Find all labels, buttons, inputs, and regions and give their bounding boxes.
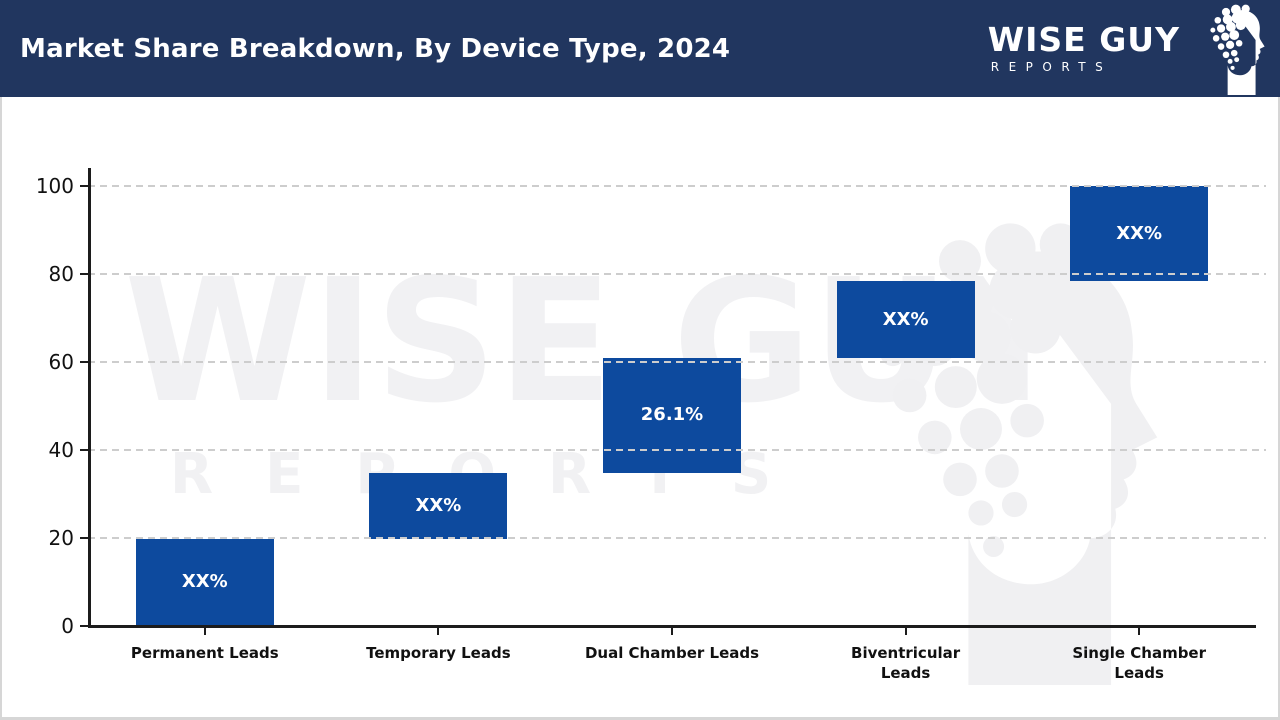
x-axis-line	[88, 625, 1256, 628]
x-tick-label: Single Chamber Leads	[1072, 644, 1207, 683]
gridline	[88, 361, 1266, 363]
x-tick-label: Biventricular Leads	[851, 644, 961, 683]
bar-chart: 0 20 40 60 80 100 XX% Permanent Leads XX% Tempora…	[2, 97, 1280, 720]
x-tick-label: Temporary Leads	[366, 644, 511, 662]
brand-subtitle: REPORTS	[990, 60, 1113, 74]
y-tick-label: 60	[48, 350, 74, 374]
brand-face-icon	[1210, 4, 1265, 95]
y-tick-label: 100	[35, 174, 74, 198]
y-tick-mark	[80, 185, 88, 187]
y-tick-label: 0	[61, 614, 74, 638]
bar	[836, 281, 975, 359]
y-tick-mark	[80, 537, 88, 539]
y-tick-label: 40	[48, 438, 74, 462]
brand-wordmark: WISE GUY REPORTS	[988, 23, 1180, 74]
brand-logo: WISE GUY REPORTS	[988, 3, 1270, 95]
header-bar: Market Share Breakdown, By Device Type, …	[0, 0, 1280, 97]
bar	[369, 472, 508, 539]
bar-value-label: XX%	[181, 571, 228, 593]
x-tick-mark	[671, 626, 673, 635]
y-axis-line	[88, 168, 91, 628]
x-tick-mark	[1138, 626, 1141, 635]
bar-value-label: 26.1%	[640, 404, 704, 426]
report-title: Market Share Breakdown, By Device Type, …	[20, 33, 731, 64]
x-tick-label: Dual Chamber Leads	[584, 644, 760, 662]
y-tick-mark	[80, 449, 88, 451]
bar-value-label: XX%	[1116, 222, 1163, 244]
y-tick-label: 80	[48, 262, 74, 286]
gridline	[88, 185, 1266, 187]
gridline	[88, 449, 1266, 451]
y-tick-mark	[80, 273, 88, 275]
x-tick-mark	[904, 626, 907, 635]
y-tick-label: 20	[48, 526, 74, 550]
x-tick-mark	[203, 626, 206, 635]
bar	[1070, 186, 1209, 282]
y-tick-mark	[80, 361, 88, 363]
x-tick-label: Permanent Leads	[130, 644, 279, 662]
brand-name: WISE GUY	[987, 20, 1180, 59]
bar	[135, 538, 274, 626]
bar-value-label: XX%	[882, 308, 929, 330]
gridline	[88, 273, 1266, 275]
bar	[603, 358, 741, 473]
y-tick-mark	[80, 625, 88, 627]
x-tick-mark	[437, 626, 440, 635]
chart-canvas: WISE GUY REPORTS 020406080100XX%Permanen…	[0, 97, 1280, 720]
gridline	[88, 537, 1266, 539]
bar-value-label: XX%	[415, 494, 462, 516]
